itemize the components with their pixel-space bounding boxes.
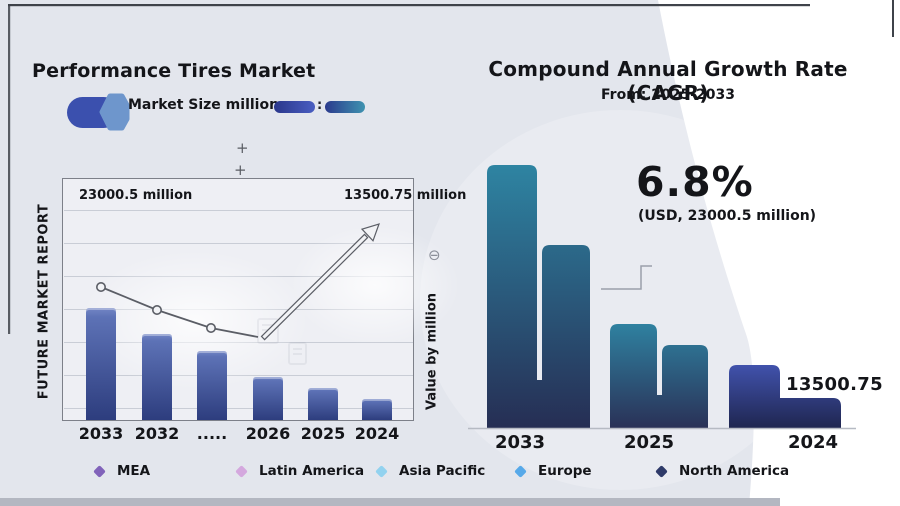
left-x-label: 2026 bbox=[245, 424, 291, 443]
ghost-document-icon bbox=[257, 318, 279, 344]
min-value-annotation: 13500.75 million bbox=[344, 188, 467, 203]
cagr-detail: (USD, 23000.5 million) bbox=[638, 208, 817, 224]
legend-diamond-icon bbox=[235, 464, 248, 478]
legend-diamond-icon bbox=[514, 464, 527, 478]
cagr-value: 6.8% bbox=[636, 158, 754, 206]
legend-label: Asia Pacific bbox=[399, 463, 486, 479]
frame-line-top bbox=[8, 4, 810, 7]
legend-item-asia-pacific: Asia Pacific bbox=[375, 463, 486, 479]
legend-diamond-icon bbox=[655, 464, 668, 478]
left-bar-2033 bbox=[86, 308, 116, 420]
bottom-border-strip bbox=[0, 498, 780, 506]
legend-diamond-icon bbox=[375, 464, 388, 478]
right-bar-2025 bbox=[662, 345, 708, 428]
plus-mark-icon: + bbox=[236, 139, 249, 157]
max-value-annotation: 23000.5 million bbox=[79, 188, 193, 203]
right-chart-title: Compound Annual Growth Rate (CAGR) bbox=[488, 57, 848, 105]
ghost-document-icon bbox=[288, 342, 307, 365]
legend-diamond-icon bbox=[93, 464, 106, 478]
plus-mark-icon: + bbox=[234, 161, 247, 179]
left-x-label: 2033 bbox=[78, 424, 124, 443]
gridline bbox=[64, 210, 413, 211]
right-bar-base-2033 bbox=[487, 380, 590, 428]
gridline bbox=[64, 408, 413, 409]
legend-label: Europe bbox=[538, 463, 592, 479]
frame-line-left bbox=[8, 4, 11, 334]
right-bar-base-2025 bbox=[610, 395, 708, 428]
cylinder-icon bbox=[67, 93, 130, 131]
legend-item-mea: MEA bbox=[93, 463, 151, 479]
right-bar-2033 bbox=[487, 165, 537, 428]
legend-item-europe: Europe bbox=[514, 463, 592, 479]
left-bar-2032 bbox=[142, 334, 172, 420]
right-bar-2025 bbox=[610, 324, 657, 428]
left-chart-title: Performance Tires Market bbox=[32, 60, 316, 82]
legend-item-north-america: North America bbox=[655, 463, 790, 479]
left-bar-2025 bbox=[308, 388, 338, 420]
step-bracket-decoration bbox=[601, 265, 652, 290]
ratio-pill-blue bbox=[274, 101, 315, 113]
right-chart-subtitle: From: 2025-2033 bbox=[601, 87, 735, 103]
left-bar-2024 bbox=[362, 399, 392, 420]
right-x-label: 2033 bbox=[494, 432, 546, 453]
left-bar-..... bbox=[197, 351, 227, 420]
ratio-pill-teal bbox=[325, 101, 365, 113]
right-x-label: 2025 bbox=[623, 432, 675, 453]
circled-minus-icon: ⊖ bbox=[428, 246, 441, 264]
legend-label: MEA bbox=[117, 463, 151, 479]
left-bar-2026 bbox=[253, 377, 283, 420]
legend-label: North America bbox=[679, 463, 790, 479]
gridline bbox=[64, 243, 413, 244]
right-x-label: 2024 bbox=[787, 432, 839, 453]
right-y-axis-label: Value by million bbox=[424, 292, 440, 411]
left-x-label: 2024 bbox=[354, 424, 400, 443]
legend-item-latin-america: Latin America bbox=[235, 463, 365, 479]
left-x-label: 2032 bbox=[134, 424, 180, 443]
legend-label: Latin America bbox=[259, 463, 365, 479]
left-y-axis-label: FUTURE MARKET REPORT bbox=[36, 203, 52, 400]
frame-line-right bbox=[892, 0, 894, 37]
left-x-label: ..... bbox=[196, 424, 228, 443]
ratio-colon: : bbox=[317, 98, 323, 113]
series-label: Market Size million bbox=[128, 97, 280, 113]
bar-value-label: 13500.75 bbox=[786, 374, 883, 395]
left-x-label: 2025 bbox=[300, 424, 346, 443]
right-bar-2033 bbox=[542, 245, 590, 428]
